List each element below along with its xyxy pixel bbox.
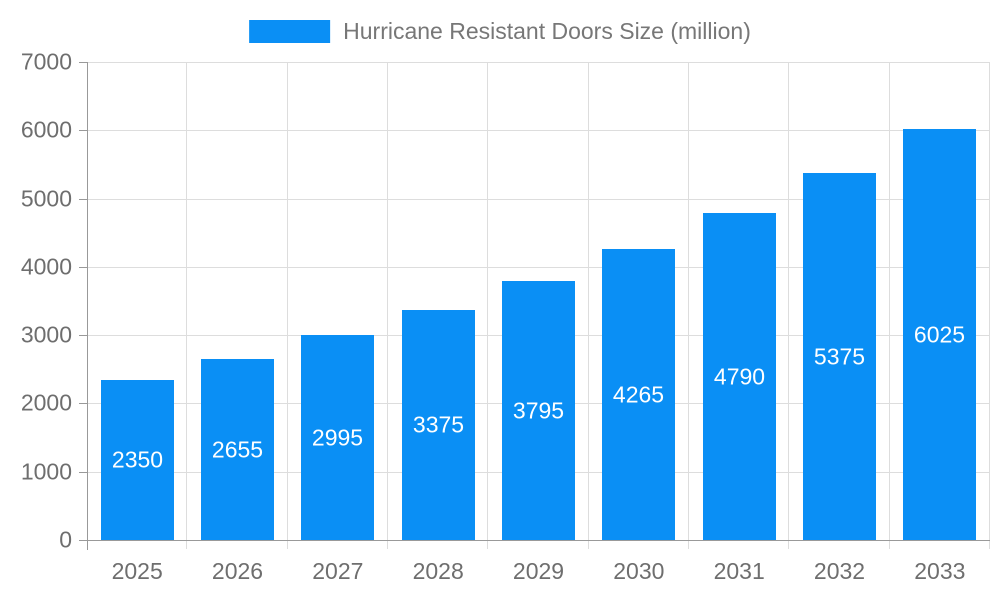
y-axis-tick-label: 0 bbox=[59, 526, 72, 553]
gridline-vertical bbox=[487, 62, 488, 540]
x-axis-tick bbox=[387, 541, 388, 549]
bar-value-label: 3375 bbox=[412, 411, 465, 438]
bar-2027[interactable]: 2995 bbox=[301, 335, 374, 540]
y-axis-line bbox=[87, 62, 88, 550]
bar-value-label: 4265 bbox=[612, 381, 665, 407]
y-axis-tick bbox=[79, 62, 87, 63]
bar-2032[interactable]: 5375 bbox=[803, 173, 876, 540]
x-axis-line bbox=[79, 540, 990, 541]
gridline-horizontal bbox=[87, 266, 990, 268]
gridline-vertical bbox=[889, 62, 890, 540]
bar-2031[interactable]: 4790 bbox=[703, 213, 776, 540]
gridline-vertical bbox=[688, 62, 689, 540]
x-axis-tick bbox=[688, 541, 689, 549]
gridline-horizontal bbox=[87, 198, 990, 200]
x-axis-tick bbox=[487, 541, 488, 549]
x-axis-tick bbox=[287, 541, 288, 549]
y-axis-tick bbox=[79, 540, 87, 541]
y-axis-tick bbox=[79, 403, 87, 405]
gridline-vertical bbox=[387, 62, 388, 540]
chart-legend: Hurricane Resistant Doors Size (million) bbox=[249, 18, 751, 45]
gridline-vertical bbox=[186, 62, 187, 540]
y-axis-tick-label: 4000 bbox=[20, 253, 72, 280]
gridline-horizontal bbox=[87, 130, 990, 132]
x-axis-tick-label: 2033 bbox=[914, 558, 966, 584]
bar-value-label: 2655 bbox=[211, 436, 264, 462]
x-axis-tick-label: 2027 bbox=[312, 558, 364, 584]
bar-value-label: 2995 bbox=[311, 424, 364, 450]
y-axis-tick-label: 1000 bbox=[20, 458, 72, 485]
x-axis-tick bbox=[889, 541, 890, 549]
y-axis-tick bbox=[79, 471, 87, 473]
bar-2030[interactable]: 4265 bbox=[602, 249, 675, 540]
y-axis-tick bbox=[79, 335, 87, 337]
legend-swatch bbox=[249, 20, 331, 43]
bar-value-label: 6025 bbox=[913, 321, 966, 347]
y-axis-tick bbox=[79, 198, 87, 200]
bar-2026[interactable]: 2655 bbox=[201, 359, 274, 540]
gridline-vertical bbox=[788, 62, 789, 540]
gridline-vertical bbox=[287, 62, 288, 540]
x-axis-tick-label: 2026 bbox=[211, 558, 264, 584]
bar-value-label: 2350 bbox=[111, 446, 164, 473]
y-axis-tick-label: 2000 bbox=[20, 389, 72, 416]
gridline-vertical bbox=[588, 62, 589, 540]
plot-area: 2350 2655 2995 3375 3795 4265 4790 5375 6025 bbox=[87, 62, 990, 540]
gridline-vertical bbox=[989, 62, 990, 540]
y-axis-tick-label: 6000 bbox=[20, 116, 72, 143]
y-axis-tick-label: 7000 bbox=[20, 48, 72, 75]
bar-value-label: 4790 bbox=[713, 363, 766, 389]
legend-label: Hurricane Resistant Doors Size (million) bbox=[343, 18, 751, 44]
x-axis-tick-label: 2025 bbox=[111, 558, 163, 584]
bar-2029[interactable]: 3795 bbox=[502, 281, 575, 540]
y-axis-tick bbox=[79, 266, 87, 268]
x-axis-tick-label: 2032 bbox=[813, 558, 866, 584]
x-axis-tick bbox=[788, 541, 789, 549]
x-axis-tick-label: 2028 bbox=[412, 558, 464, 584]
x-axis-tick bbox=[989, 541, 990, 549]
y-axis-tick bbox=[79, 130, 87, 132]
x-axis-tick bbox=[186, 541, 187, 549]
bar-2033[interactable]: 6025 bbox=[903, 129, 976, 540]
y-axis-tick-label: 5000 bbox=[20, 185, 72, 212]
bar-value-label: 3795 bbox=[512, 397, 565, 423]
x-axis-tick bbox=[588, 541, 589, 549]
gridline-horizontal bbox=[87, 62, 990, 63]
bar-value-label: 5375 bbox=[813, 343, 866, 369]
x-axis-tick-label: 2029 bbox=[512, 558, 565, 584]
x-axis-tick-label: 2030 bbox=[613, 558, 665, 584]
x-axis-tick-label: 2031 bbox=[713, 558, 765, 584]
bar-2028[interactable]: 3375 bbox=[402, 310, 475, 540]
bar-2025[interactable]: 2350 bbox=[101, 380, 174, 540]
y-axis-tick-label: 3000 bbox=[20, 321, 72, 348]
